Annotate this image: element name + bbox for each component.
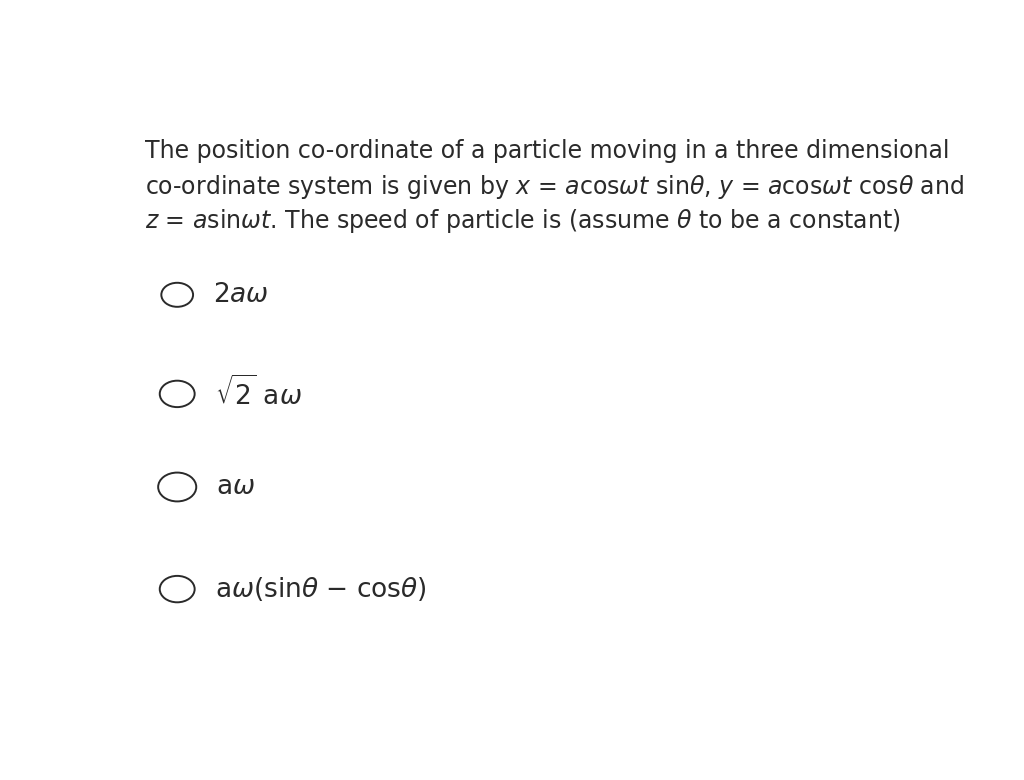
Text: $\sqrt{2}$ a$\omega$: $\sqrt{2}$ a$\omega$: [214, 377, 301, 411]
Text: $z$ = $a$sin$\omega$$t$. The speed of particle is (assume $\theta$ to be a const: $z$ = $a$sin$\omega$$t$. The speed of pa…: [145, 207, 901, 235]
Text: a$\omega$(sin$\theta$ $-$ cos$\theta$): a$\omega$(sin$\theta$ $-$ cos$\theta$): [214, 575, 426, 603]
Text: co-ordinate system is given by $x$ = $a$cos$\omega$$t$ sin$\theta$, $y$ = $a$cos: co-ordinate system is given by $x$ = $a$…: [145, 173, 965, 201]
Text: The position co-ordinate of a particle moving in a three dimensional: The position co-ordinate of a particle m…: [145, 139, 950, 163]
Text: a$\omega$: a$\omega$: [216, 474, 255, 500]
Text: 2$a\omega$: 2$a\omega$: [213, 282, 268, 308]
